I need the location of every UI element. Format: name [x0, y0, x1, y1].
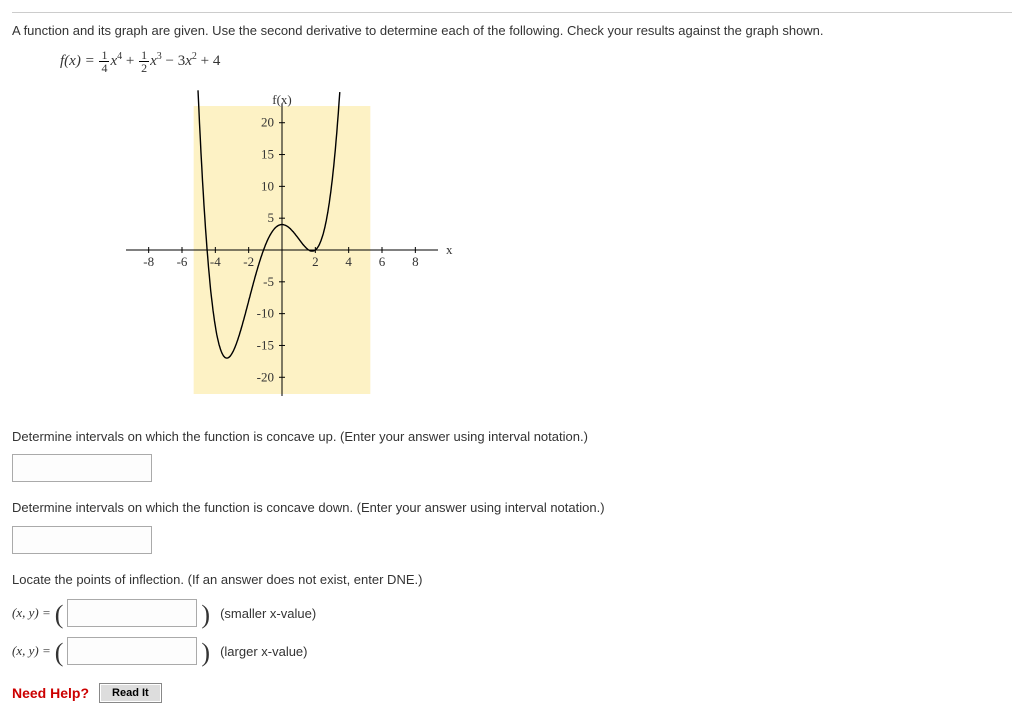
svg-text:-8: -8	[143, 254, 154, 269]
svg-text:f(x): f(x)	[272, 92, 292, 107]
svg-text:x: x	[446, 242, 453, 257]
inflection-prompt: Locate the points of inflection. (If an …	[12, 570, 1012, 590]
xy-label-1: (x, y) =	[12, 605, 51, 621]
svg-text:10: 10	[261, 178, 274, 193]
concave-up-input[interactable]	[12, 454, 152, 482]
concave-down-prompt: Determine intervals on which the functio…	[12, 498, 1012, 518]
svg-text:-6: -6	[177, 254, 188, 269]
inflection-input-1[interactable]	[67, 599, 197, 627]
instruction-text: A function and its graph are given. Use …	[12, 21, 1012, 41]
svg-text:-20: -20	[257, 369, 274, 384]
inflection-input-2[interactable]	[67, 637, 197, 665]
svg-text:-4: -4	[210, 254, 221, 269]
svg-text:-10: -10	[257, 305, 274, 320]
svg-text:-5: -5	[263, 273, 274, 288]
xy-label-2: (x, y) =	[12, 643, 51, 659]
svg-text:6: 6	[379, 254, 386, 269]
svg-text:5: 5	[268, 210, 275, 225]
svg-text:-15: -15	[257, 337, 274, 352]
formula: f(x) = 14x4 + 12x3 − 3x2 + 4	[60, 49, 1012, 74]
svg-text:8: 8	[412, 254, 419, 269]
concave-down-input[interactable]	[12, 526, 152, 554]
svg-text:4: 4	[345, 254, 352, 269]
svg-text:-2: -2	[243, 254, 254, 269]
function-graph: -8 -6 -4 -2 2 4 6 8 -20 -15 -10 -5 5 10 15 20 x f(x)	[102, 90, 1012, 413]
svg-text:2: 2	[312, 254, 319, 269]
need-help-label: Need Help?	[12, 685, 89, 701]
larger-hint: (larger x-value)	[220, 644, 307, 659]
smaller-hint: (smaller x-value)	[220, 606, 316, 621]
concave-up-prompt: Determine intervals on which the functio…	[12, 427, 1012, 447]
svg-text:20: 20	[261, 114, 274, 129]
read-it-button[interactable]: Read It	[99, 683, 162, 703]
svg-text:15: 15	[261, 146, 274, 161]
